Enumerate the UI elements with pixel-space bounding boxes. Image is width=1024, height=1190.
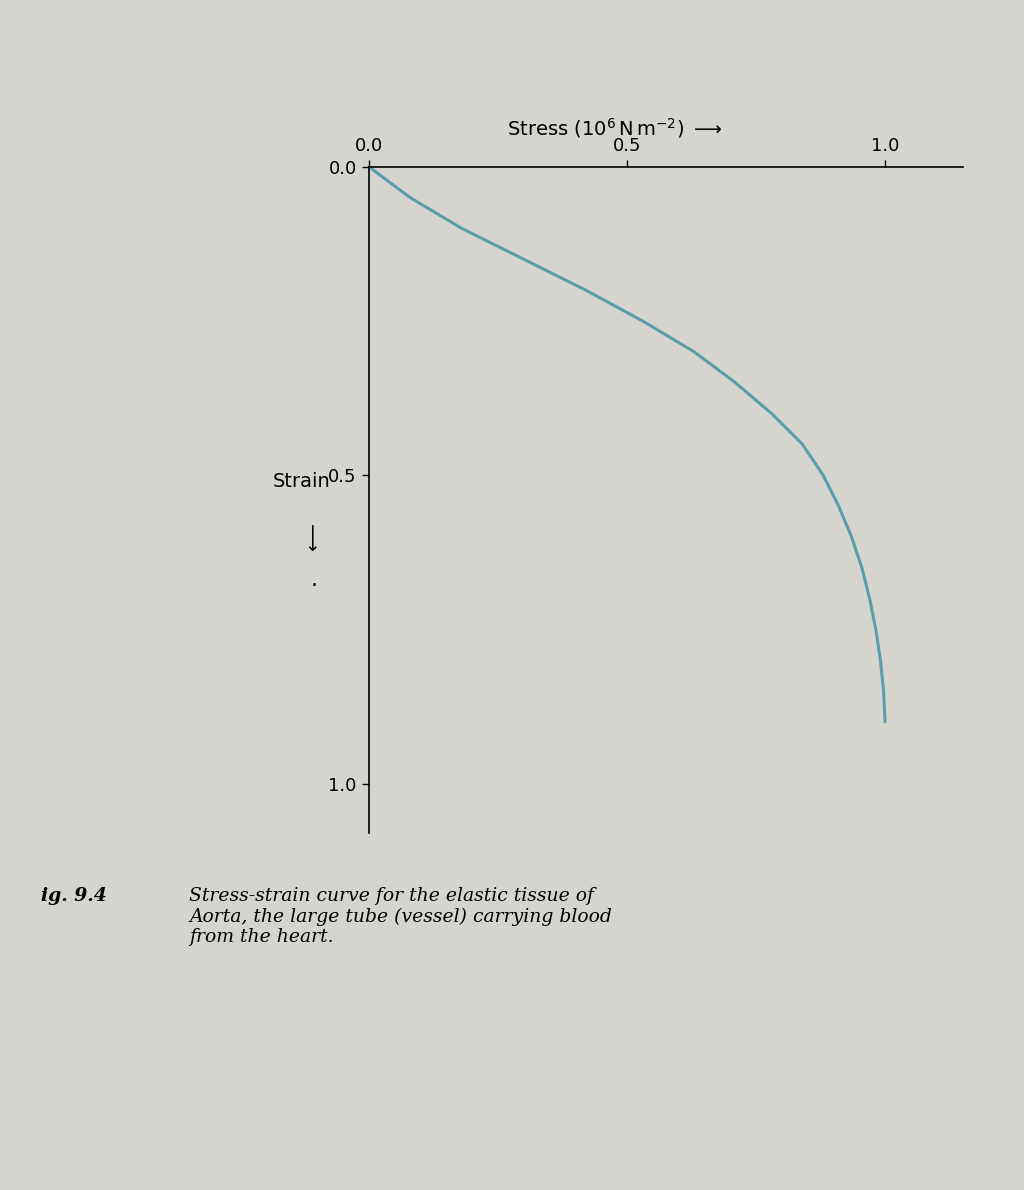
Text: .: . [311,570,317,589]
Text: $\longrightarrow$: $\longrightarrow$ [303,519,322,552]
Text: Strain: Strain [273,472,331,491]
Text: Stress-strain curve for the elastic tissue of
Aorta, the large tube (vessel) car: Stress-strain curve for the elastic tiss… [189,887,612,946]
Text: Stress $(10^6\,\mathrm{N\,m}^{-2})$ $\longrightarrow$: Stress $(10^6\,\mathrm{N\,m}^{-2})$ $\lo… [507,117,722,140]
Text: ig. 9.4: ig. 9.4 [41,887,106,904]
